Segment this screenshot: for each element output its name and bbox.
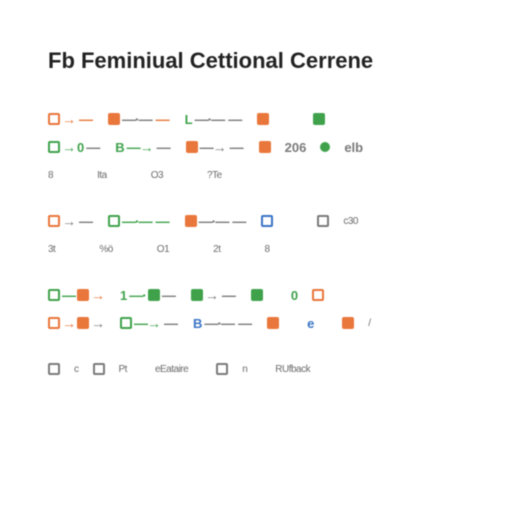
label-text: 1	[120, 288, 127, 303]
marker-square	[342, 317, 354, 329]
row-spacer	[48, 264, 482, 282]
marker-square	[185, 215, 197, 227]
arrow: —·—	[202, 315, 236, 331]
marker-square	[77, 289, 89, 301]
marker-square	[120, 317, 132, 329]
label-text: 0	[291, 288, 298, 303]
row-spacer	[48, 338, 482, 356]
label-text: B	[115, 140, 124, 155]
arrow: —·—	[193, 111, 227, 127]
marker-square	[313, 113, 325, 125]
arrow: —→	[198, 139, 228, 155]
marker-square	[191, 289, 203, 301]
arrow: —→	[125, 139, 155, 155]
marker-square	[148, 289, 160, 301]
arrow: —	[155, 139, 172, 155]
marker-square	[48, 113, 60, 125]
arrow: —·—	[120, 213, 154, 229]
arrow: —→	[132, 315, 162, 331]
marker-square	[48, 317, 60, 329]
sub-text: 8	[264, 244, 269, 255]
main-row: →0—B—→——→—206elb	[48, 134, 482, 160]
marker-square	[259, 141, 271, 153]
sub-text: 2t	[213, 244, 220, 255]
arrow: —	[160, 287, 177, 303]
arrow: —	[60, 287, 77, 303]
arrow: →	[60, 315, 77, 331]
marker-square	[48, 141, 60, 153]
marker-square	[251, 289, 263, 301]
sub-row: 8 Ita O3 ?Te	[48, 162, 482, 188]
sub-text: O3	[151, 170, 163, 181]
arrow: —	[154, 111, 171, 127]
arrow: —	[77, 213, 94, 229]
arrow: —	[226, 111, 243, 127]
sub-text: Ita	[97, 170, 107, 181]
marker-square	[317, 215, 329, 227]
label-text: elb	[344, 140, 363, 155]
label-text: 0	[77, 140, 84, 155]
marker-square	[48, 289, 60, 301]
marker-square	[77, 317, 89, 329]
arrow: →	[60, 213, 77, 229]
arrow: →	[60, 111, 77, 127]
sub-row: 3t %ö O1 2t 8	[48, 236, 482, 262]
marker-square	[216, 363, 228, 375]
arrow: —	[236, 315, 253, 331]
arrow: —·—	[197, 213, 231, 229]
marker-square	[257, 113, 269, 125]
arrow: —	[154, 213, 171, 229]
marker-square	[108, 215, 120, 227]
sub-text: Pt	[119, 364, 127, 375]
sub-text: c	[74, 364, 79, 375]
sub-text: O1	[157, 244, 169, 255]
arrow: —	[162, 315, 179, 331]
arrow: —	[220, 287, 237, 303]
arrow: —	[228, 139, 245, 155]
marker-square	[48, 215, 60, 227]
sub-text: ?Te	[207, 170, 222, 181]
label-text: 206	[285, 140, 307, 155]
sub-text: RUfback	[275, 364, 310, 375]
main-row: —→1—·—→—0	[48, 282, 482, 308]
sub-text: n	[242, 364, 247, 375]
marker-square	[261, 215, 273, 227]
arrow: —·—	[120, 111, 154, 127]
arrow: —	[77, 111, 94, 127]
sub-text: 8	[48, 170, 53, 181]
chart-page: Fb Feminiual Cettional Cerrene →——·——L—·…	[0, 0, 512, 512]
page-title: Fb Feminiual Cettional Cerrene	[48, 48, 482, 74]
sub-text: %ö	[99, 244, 112, 255]
marker-square	[48, 363, 60, 375]
marker-square	[93, 363, 105, 375]
sub-text: 3t	[48, 244, 55, 255]
main-row: →——·———·——c30	[48, 208, 482, 234]
marker-square	[312, 289, 324, 301]
main-row: →——·——L—·——	[48, 106, 482, 132]
row-spacer	[48, 190, 482, 208]
chart-rows: →——·——L—·——→0—B—→——→—206elb8ItaO3?Te→——·…	[48, 106, 482, 384]
main-row: →→—→—B—·——e/	[48, 310, 482, 336]
arrow: —	[230, 213, 247, 229]
label-text: B	[193, 316, 202, 331]
marker-square	[267, 317, 279, 329]
sub-text: /	[368, 318, 370, 329]
arrow: →	[89, 287, 106, 303]
sub-text: c30	[343, 216, 358, 227]
arrow: →	[89, 315, 106, 331]
arrow: →	[60, 139, 77, 155]
arrow: →	[203, 287, 220, 303]
marker-dot	[320, 142, 330, 152]
label-text: L	[185, 112, 193, 127]
sub-row: c Pt eEataire n RUfback	[48, 356, 482, 382]
label-text: e	[307, 316, 314, 331]
marker-square	[108, 113, 120, 125]
marker-square	[186, 141, 198, 153]
sub-text: eEataire	[155, 364, 188, 375]
arrow: —	[84, 139, 101, 155]
arrow: —·	[127, 287, 148, 303]
